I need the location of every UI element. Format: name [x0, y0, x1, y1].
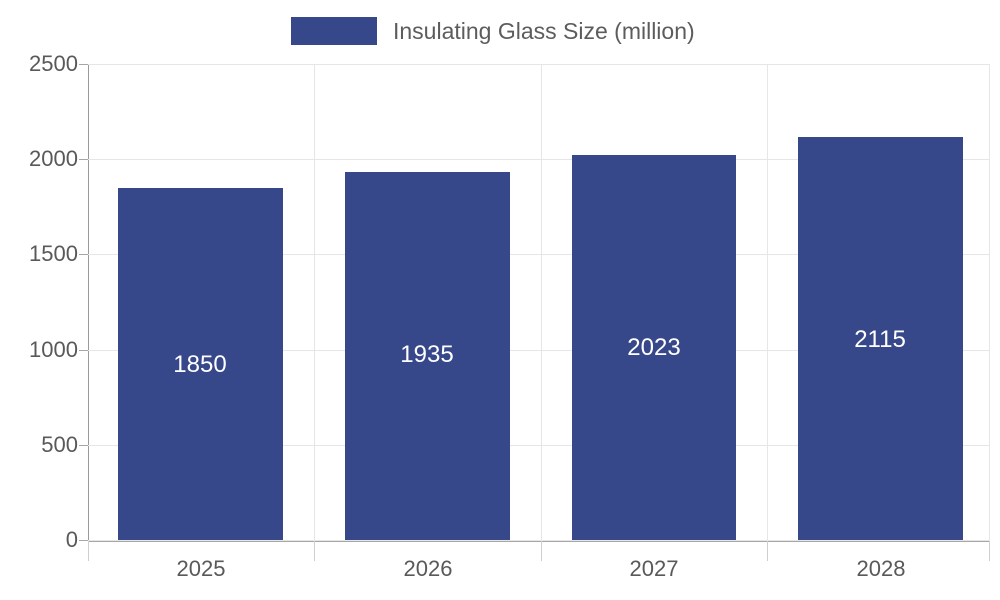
gridline-y-1000 — [88, 350, 990, 351]
y-tick-label-2500: 2500 — [29, 51, 78, 76]
y-tick-label-1000: 1000 — [29, 337, 78, 362]
bar-2025[interactable] — [118, 187, 283, 540]
bar-2027[interactable] — [572, 154, 736, 540]
gridline-x-boundary-1 — [314, 64, 315, 540]
gridline-y-2500 — [88, 64, 990, 65]
x-tick-mark-4 — [989, 541, 990, 561]
x-tick-mark-1 — [314, 541, 315, 561]
y-tick-label-0: 0 — [65, 527, 78, 552]
x-axis-line — [88, 540, 990, 542]
y-tick-mark-0 — [79, 540, 88, 541]
gridline-x-boundary-4 — [989, 64, 990, 540]
gridline-y-500 — [88, 445, 990, 446]
gridline-y-2000 — [88, 159, 990, 160]
y-tick-mark-500 — [79, 445, 88, 446]
legend-swatch-insulating-glass-size[interactable] — [291, 17, 377, 45]
plot-area: 1850 1935 2023 2115 — [79, 64, 990, 561]
y-tick-label-2000: 2000 — [29, 146, 78, 171]
gridline-x-boundary-2 — [541, 64, 542, 540]
x-tick-mark-3 — [767, 541, 768, 561]
bar-label-2026: 1935 — [400, 341, 454, 368]
gridline-y-1500 — [88, 254, 990, 255]
x-tick-label-2025: 2025 — [176, 556, 226, 581]
y-tick-mark-1500 — [79, 254, 88, 255]
y-tick-mark-2000 — [79, 159, 88, 160]
bar-2028[interactable] — [798, 137, 963, 540]
x-tick-mark-2 — [541, 541, 542, 561]
bar-label-2025: 1850 — [173, 351, 227, 378]
bar-2026[interactable] — [345, 171, 510, 540]
x-tick-label-2027: 2027 — [629, 556, 679, 581]
y-tick-label-500: 500 — [41, 432, 78, 457]
y-tick-mark-2500 — [79, 64, 88, 65]
bar-label-2028: 2115 — [854, 326, 906, 353]
y-axis-line — [88, 64, 89, 540]
y-tick-mark-1000 — [79, 350, 88, 351]
x-tick-mark-0 — [88, 541, 89, 561]
gridline-x-boundary-3 — [767, 64, 768, 540]
bar-label-2027: 2023 — [627, 334, 681, 361]
y-tick-label-1500: 1500 — [29, 241, 78, 266]
chart-legend: Insulating Glass Size (million) — [291, 14, 695, 48]
x-tick-label-2026: 2026 — [403, 556, 453, 581]
x-tick-label-2028: 2028 — [856, 556, 906, 581]
gridline-y-0 — [88, 540, 990, 541]
legend-label-insulating-glass-size[interactable]: Insulating Glass Size (million) — [393, 18, 695, 44]
